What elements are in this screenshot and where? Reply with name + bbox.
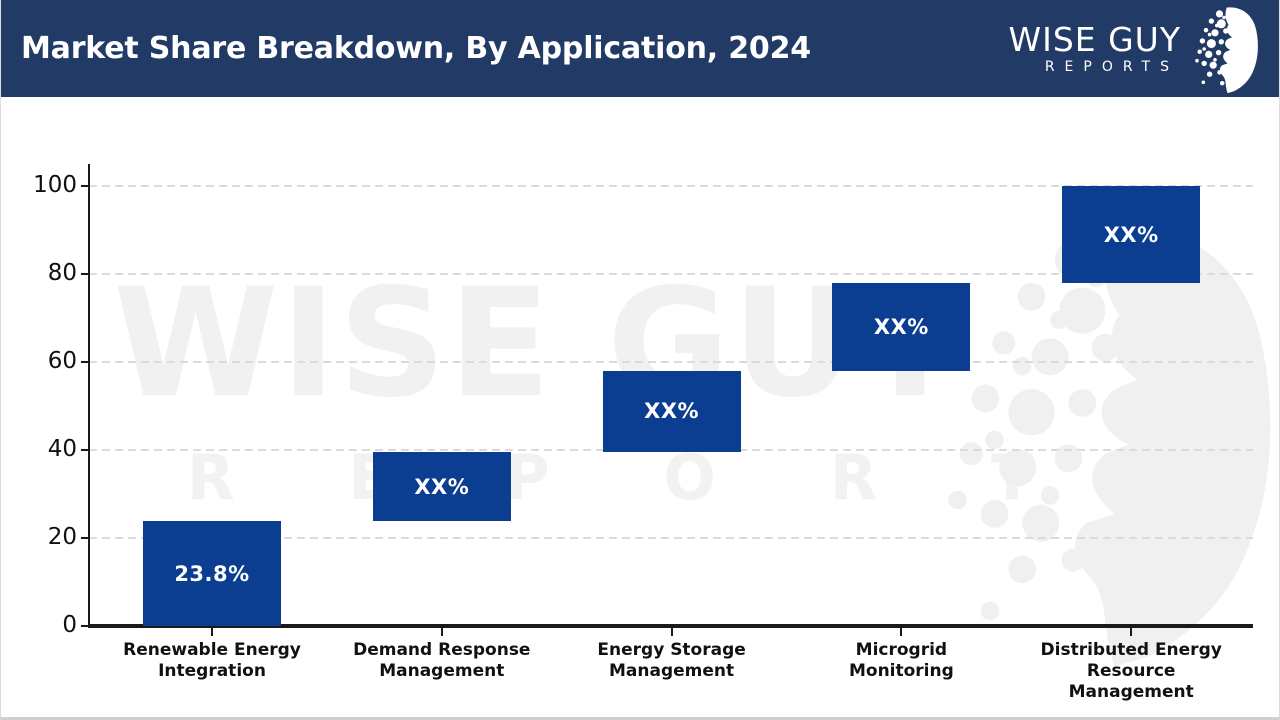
y-axis-tick-label: 80: [47, 260, 77, 286]
x-axis-tick-mark: [1130, 627, 1133, 636]
y-axis-tick-label: 100: [33, 172, 77, 198]
value-bar: 23.8%: [143, 521, 281, 626]
x-category-label: Distributed Energy Resource Management: [1040, 640, 1222, 702]
x-axis-tick-mark: [211, 627, 213, 636]
bar-value-label: XX%: [873, 315, 929, 339]
y-axis-tick-label: 40: [47, 436, 77, 462]
y-axis-tick-label: 0: [62, 612, 77, 638]
gridline: [89, 537, 1253, 539]
brand-text: WISE GUY REPORTS: [1008, 19, 1181, 76]
brand-name: WISE GUY: [1008, 19, 1181, 59]
y-axis-tick-mark: [81, 449, 89, 451]
brand-tagline: REPORTS: [1044, 58, 1179, 75]
value-bar: XX%: [372, 451, 511, 522]
header-bar: Market Share Breakdown, By Application, …: [1, 0, 1279, 97]
gridline: [89, 185, 1253, 187]
y-axis-tick-mark: [81, 185, 89, 187]
value-bar: XX%: [602, 370, 741, 452]
page-title: Market Share Breakdown, By Application, …: [21, 31, 811, 66]
x-axis-line: [87, 624, 1253, 628]
bar-value-label: XX%: [644, 399, 700, 424]
bar-value-label: XX%: [414, 474, 470, 499]
chart-area: WISE GUY R E P O R T S 0 20 40 60 80 100 23.8%…: [1, 97, 1279, 717]
brand-logo: WISE GUY REPORTS: [1008, 4, 1263, 94]
x-axis-tick-mark: [440, 627, 443, 636]
head-profile-icon: [1195, 6, 1258, 93]
value-bar: XX%: [1062, 186, 1201, 284]
y-axis-tick-mark: [81, 273, 89, 275]
bar-value-label: XX%: [1103, 222, 1159, 247]
y-axis-tick-mark: [81, 625, 89, 627]
watermark-brand-text: WISE GUY: [113, 257, 967, 431]
gridline: [89, 361, 1253, 363]
x-category-label: Demand Response Management: [353, 640, 531, 681]
y-axis-tick-label: 60: [47, 348, 77, 374]
x-category-label: Renewable Energy Integration: [123, 640, 301, 681]
x-category-label: Energy Storage Management: [597, 640, 746, 681]
value-bar: XX%: [832, 283, 971, 371]
y-axis-tick-label: 20: [47, 524, 77, 550]
gridline: [89, 273, 1253, 275]
x-category-label: Microgrid Monitoring: [848, 640, 954, 681]
x-axis-tick-mark: [670, 627, 673, 636]
y-axis-tick-mark: [81, 361, 89, 363]
watermark-head-profile-icon: [948, 226, 1271, 667]
x-axis-tick-mark: [900, 627, 903, 636]
y-axis-spine: [87, 164, 90, 628]
bar-value-label: 23.8%: [174, 561, 250, 586]
y-axis-tick-mark: [81, 537, 89, 539]
